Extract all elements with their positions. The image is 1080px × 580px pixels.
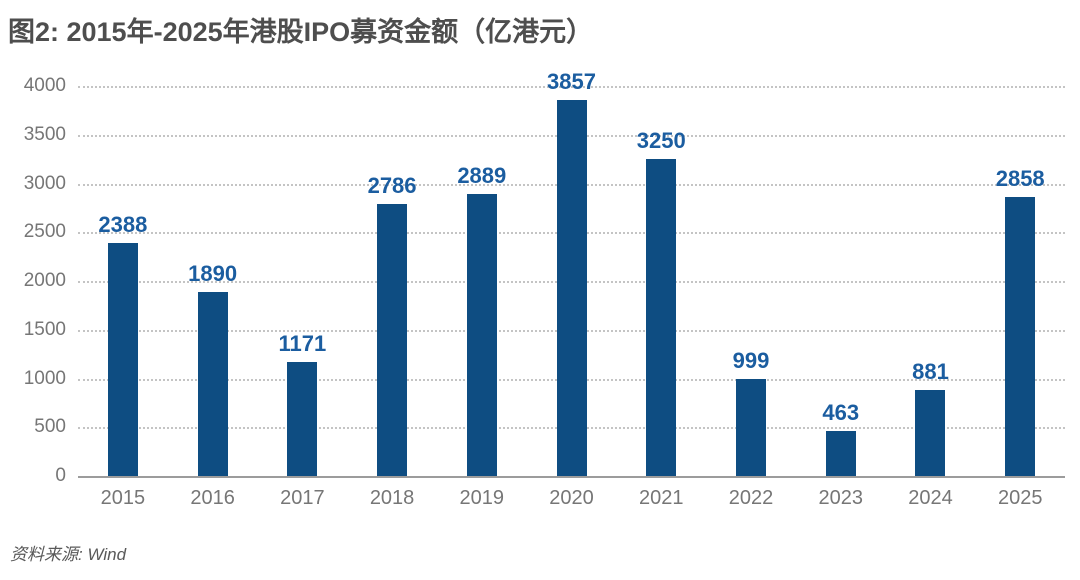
bar-2017 [287, 362, 318, 476]
x-axis-tick-2025: 2025 [997, 487, 1043, 509]
x-axis-tick-2019: 2019 [459, 487, 505, 509]
bar-2023 [825, 431, 856, 476]
x-axis-tick-2015: 2015 [100, 487, 146, 509]
bar-2022 [736, 379, 766, 476]
bar-slot-2024: 881 [886, 86, 976, 476]
bar-slot-2019: 2889 [437, 86, 527, 476]
x-axis-tick-2023: 2023 [818, 487, 863, 509]
bar-slot-2016: 1890 [168, 86, 258, 476]
x-axis-tick-2016: 2016 [190, 487, 235, 509]
bar-2018 [377, 204, 408, 476]
bar-2025 [1005, 197, 1036, 476]
y-axis-tick-2500: 2500 [23, 221, 66, 243]
bar-value-2017: 1171 [278, 331, 327, 356]
bar-value-2023: 463 [822, 400, 860, 425]
bar-value-2021: 3250 [636, 128, 686, 153]
chart-title: 图2: 2015年-2025年港股IPO募资金额（亿港元） [8, 17, 594, 47]
y-axis-tick-2000: 2000 [23, 270, 66, 291]
bar-slot-2015: 2388 [78, 86, 168, 476]
y-axis-tick-500: 500 [34, 416, 66, 438]
bar-value-2020: 3857 [547, 69, 597, 94]
bar-value-2019: 2889 [457, 163, 507, 188]
x-axis-tick-2018: 2018 [369, 487, 415, 509]
x-axis-labels: 2015 2016 2017 2018 2019 2020 2021 2022 2023 2024… [78, 487, 1065, 510]
y-axis-tick-3500: 3500 [23, 123, 66, 145]
plot-area: 0 500 1000 1500 2000 2500 3000 3500 4000 2388 189… [24, 69, 1065, 486]
x-axis-tick-2021: 2021 [639, 487, 684, 509]
bar-slot-2025: 2858 [975, 86, 1065, 476]
y-axis-tick-0: 0 [55, 465, 66, 486]
bar-slot-2021: 3250 [616, 86, 706, 476]
y-axis-tick-4000: 4000 [23, 75, 66, 96]
bar-2024 [915, 390, 946, 476]
bar-value-2024: 881 [912, 359, 949, 384]
bar-2019 [466, 194, 497, 476]
y-axis-tick-3000: 3000 [23, 172, 66, 194]
bar-2021 [646, 159, 677, 476]
bar-value-2022: 999 [732, 348, 770, 373]
y-axis-tick-1500: 1500 [23, 318, 66, 340]
bar-2020 [556, 100, 587, 476]
bar-value-2018: 2786 [367, 173, 417, 198]
x-axis-tick-2024: 2024 [908, 487, 953, 509]
bar-2015 [107, 243, 138, 476]
bar-slot-2018: 2786 [347, 86, 437, 476]
bars-layer: 2388 1890 1171 2786 2889 3857 3250 999 463 881 285… [78, 69, 1065, 476]
x-axis-tick-2017: 2017 [280, 487, 325, 509]
bar-slot-2022: 999 [706, 86, 796, 476]
bar-slot-2020: 3857 [527, 69, 617, 476]
bar-2016 [197, 292, 228, 476]
source-note: 资料来源: Wind [10, 545, 127, 564]
bar-value-2025: 2858 [995, 166, 1045, 191]
bar-slot-2017: 1171 [257, 86, 347, 476]
bar-slot-2023: 463 [796, 86, 886, 476]
bar-value-2016: 1890 [188, 261, 238, 286]
x-axis-tick-2020: 2020 [549, 487, 594, 509]
y-axis-tick-1000: 1000 [23, 367, 66, 389]
bar-value-2015: 2388 [98, 212, 148, 237]
x-axis-tick-2022: 2022 [728, 487, 774, 509]
gridline-4000 [78, 86, 1065, 88]
